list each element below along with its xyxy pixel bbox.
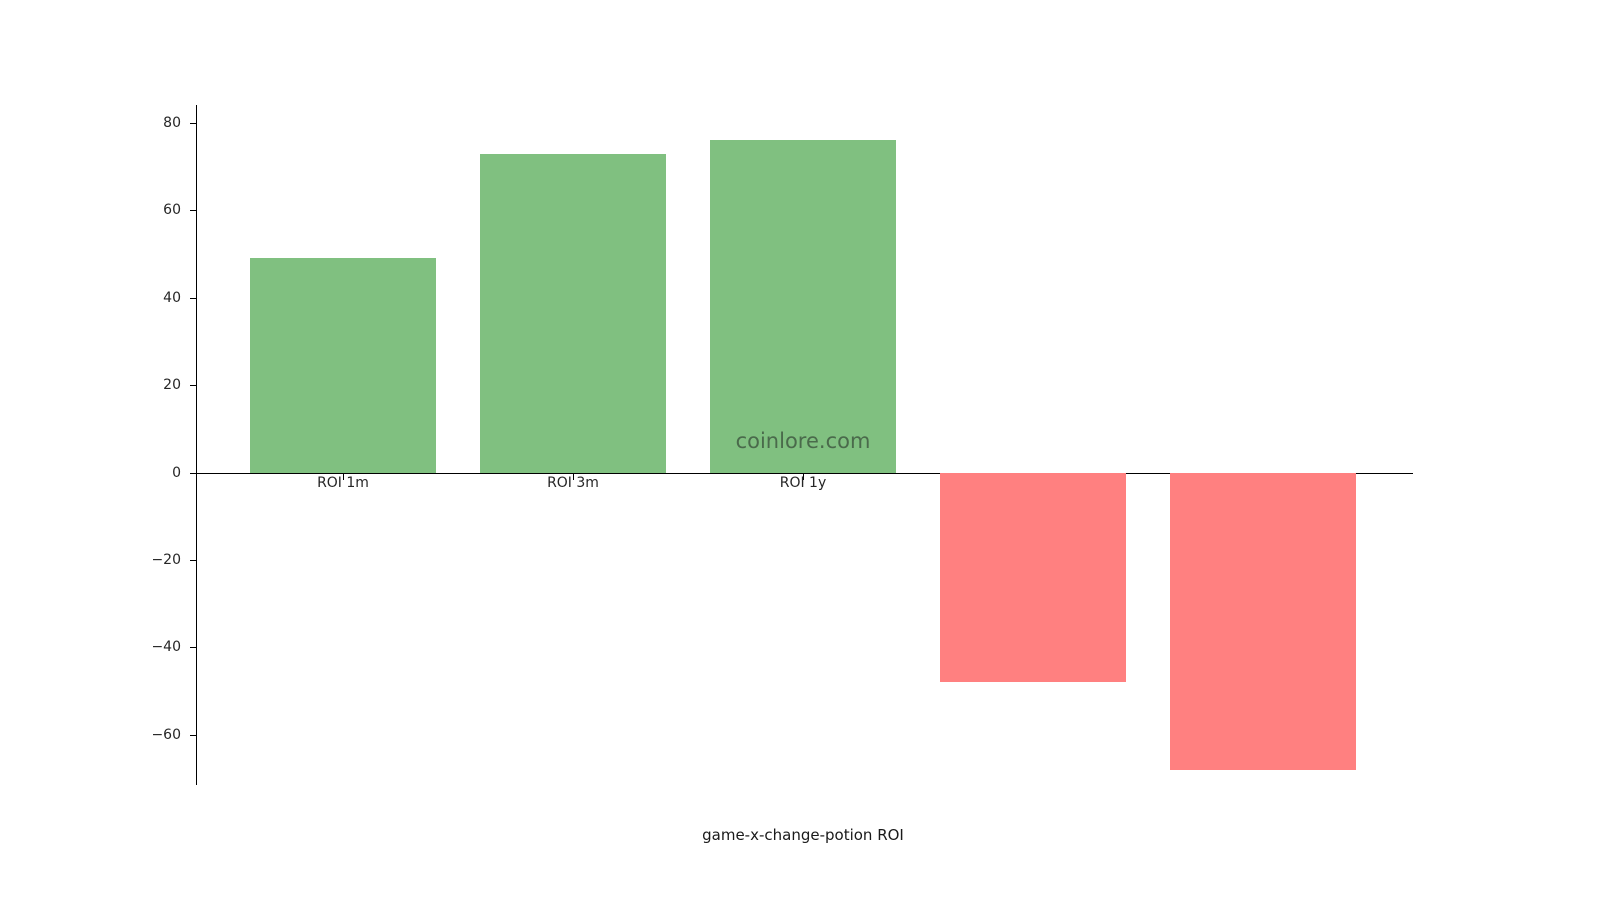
y-axis-tick — [190, 472, 196, 474]
y-axis-tick — [190, 210, 196, 212]
y-axis-tick-label: 80 — [163, 114, 181, 131]
bar — [480, 153, 666, 473]
x-axis-tick-label: ROI 1y — [779, 474, 827, 491]
y-axis-tick — [190, 734, 196, 736]
x-axis-spine — [196, 472, 1413, 474]
y-axis-spine — [196, 105, 197, 785]
y-axis-tick-label: 20 — [163, 377, 181, 394]
y-axis-tick-label: −20 — [151, 551, 181, 568]
watermark-text: coinlore.com — [735, 429, 871, 453]
y-axis-tick — [190, 647, 196, 649]
y-axis-tick-label: 60 — [163, 202, 181, 219]
x-axis-tick — [573, 472, 574, 480]
x-axis-tick — [343, 472, 344, 480]
bar — [710, 140, 896, 473]
y-axis-tick-label: −40 — [151, 639, 181, 656]
x-axis-tick-label: ROI 1m — [317, 474, 369, 491]
y-axis-tick — [190, 385, 196, 387]
chart-title: game-x-change-potion ROI — [702, 826, 904, 844]
x-axis-tick-label: ROI 3m — [547, 474, 599, 491]
x-axis-tick — [803, 472, 804, 480]
y-axis-tick — [190, 297, 196, 299]
y-axis-tick-label: 0 — [172, 464, 181, 481]
bar — [1170, 472, 1356, 770]
y-axis-tick — [190, 122, 196, 124]
bar — [940, 472, 1126, 683]
y-axis-tick-label: −60 — [151, 726, 181, 743]
bar — [250, 258, 436, 473]
y-axis-tick-label: 40 — [163, 289, 181, 306]
y-axis-tick — [190, 559, 196, 561]
